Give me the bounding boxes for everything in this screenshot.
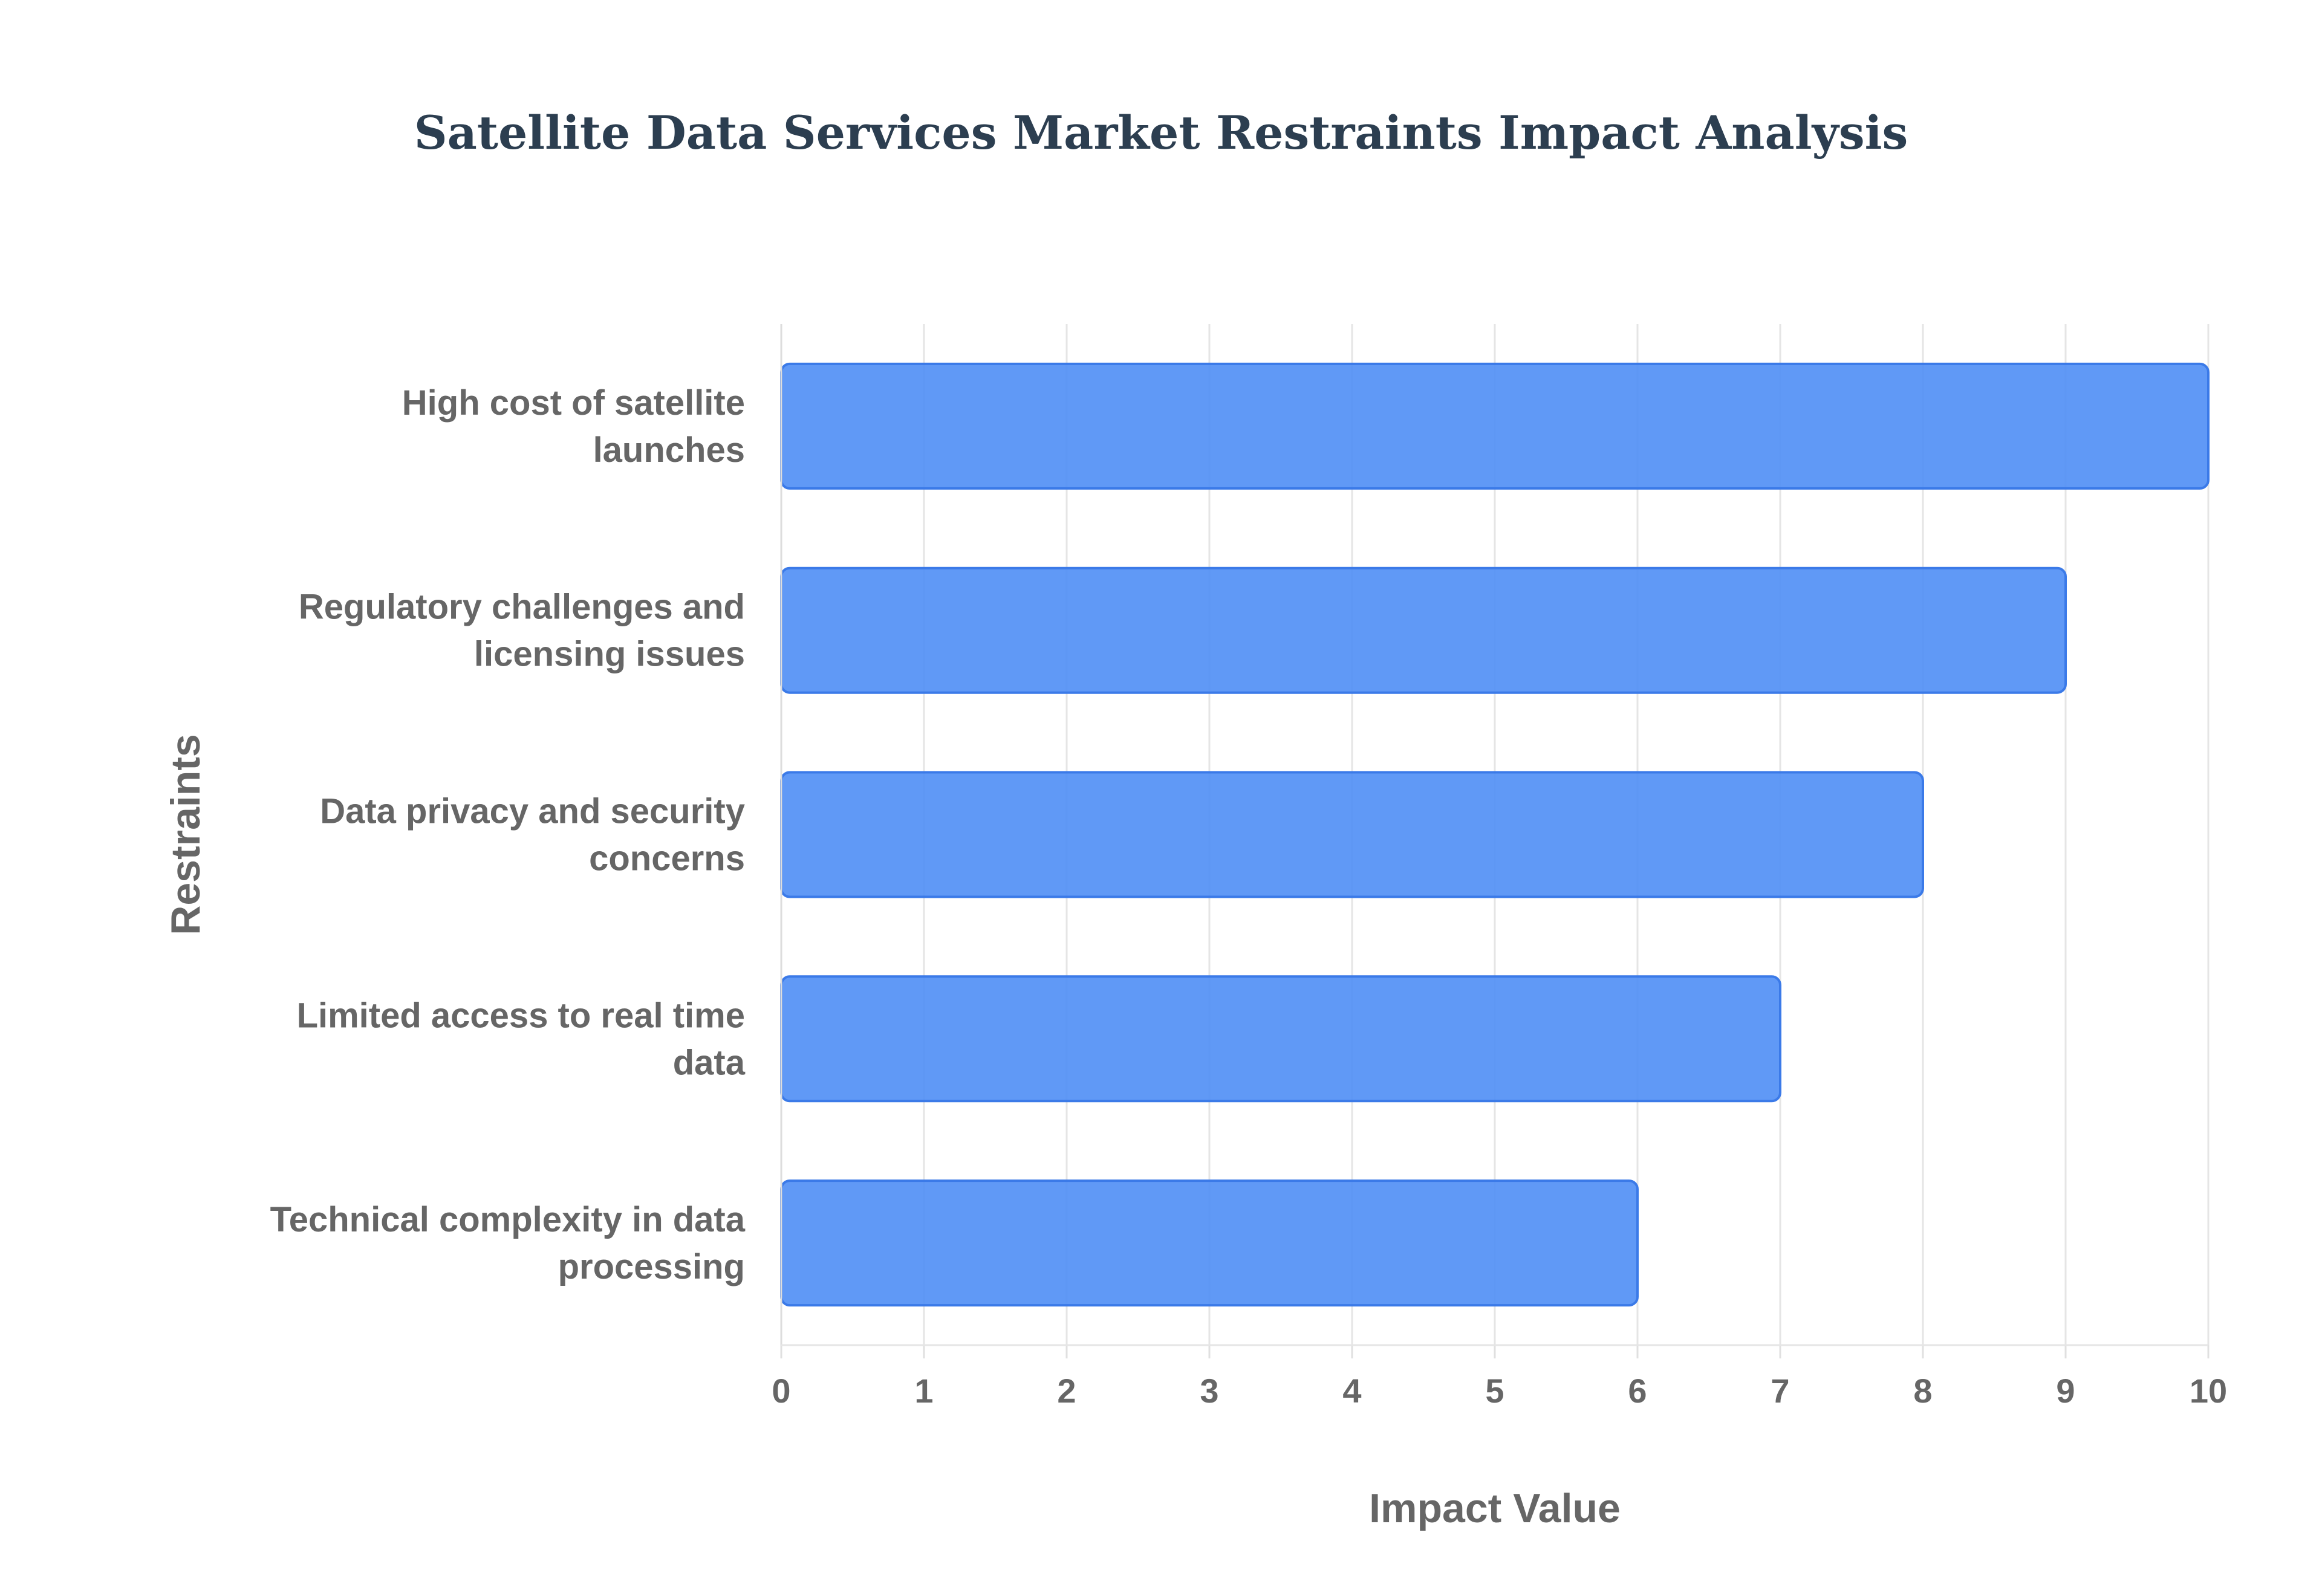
category-label-line: concerns [589, 839, 745, 878]
category-label-line: Technical complexity in data [270, 1200, 746, 1239]
category-label-line: Limited access to real time [297, 996, 745, 1035]
category-label: High cost of satellite launches [402, 383, 745, 470]
category-label-line: launches [593, 430, 745, 470]
category-label: Limited access to real time data [297, 996, 746, 1082]
category-label: Technical complexity in data processing [270, 1200, 746, 1286]
x-tick-label: 2 [1057, 1372, 1076, 1410]
category-label: Regulatory challenges and licensing issue… [299, 588, 745, 674]
bar [780, 771, 1924, 898]
x-tick-label: 3 [1200, 1372, 1218, 1410]
chart-title: Satellite Data Services Market Restraint… [414, 106, 1908, 160]
x-tick-label: 5 [1485, 1372, 1504, 1410]
x-tick-label: 7 [1771, 1372, 1789, 1410]
x-tick-label: 4 [1342, 1372, 1361, 1410]
category-label-line: Data privacy and security [320, 792, 745, 831]
bar [780, 975, 1781, 1103]
x-axis-title: Impact Value [1369, 1485, 1621, 1531]
x-tick-label: 6 [1628, 1372, 1647, 1410]
category-label-line: Regulatory challenges and [299, 588, 745, 627]
bars [780, 362, 2210, 1307]
bar [780, 566, 2067, 694]
x-tick-label: 1 [914, 1372, 933, 1410]
x-tick-label: 8 [1913, 1372, 1932, 1410]
labels: 0 1 2 3 4 5 6 7 8 9 10 High cost of satellite launch… [163, 383, 2227, 1531]
x-tick-label: 0 [772, 1372, 790, 1410]
x-tick-label: 9 [2056, 1372, 2075, 1410]
y-axis-title: Restraints [163, 734, 209, 935]
category-label-line: data [673, 1043, 746, 1082]
category-label-line: licensing issues [474, 635, 745, 674]
bar [780, 1179, 1639, 1307]
category-label-line: High cost of satellite [402, 383, 745, 423]
category-label-line: processing [558, 1247, 745, 1286]
axes [780, 324, 2210, 1358]
bar [780, 362, 2210, 490]
category-label: Data privacy and security concerns [320, 792, 745, 878]
x-tick-label: 10 [2190, 1372, 2227, 1410]
